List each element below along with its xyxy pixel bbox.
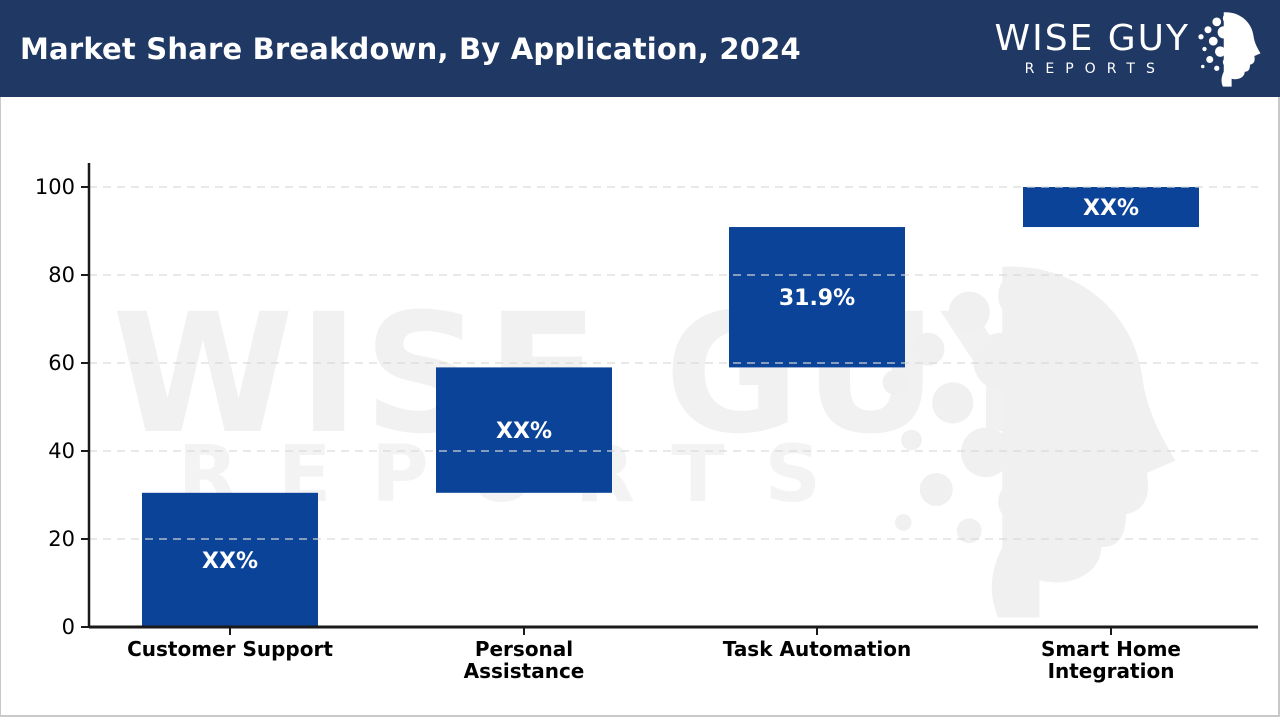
y-tick-label-60: 60: [48, 351, 75, 375]
x-tick-label-task-automation: Task Automation: [723, 637, 911, 661]
bar-smart-home-integration: [1023, 187, 1199, 228]
header: Market Share Breakdown, By Application, …: [0, 0, 1280, 97]
right-border-line: [1278, 97, 1280, 717]
bar-value-label-smart-home-integration: XX%: [1083, 196, 1139, 221]
logo-head-icon: [1198, 11, 1261, 87]
y-tick-label-80: 80: [48, 263, 75, 287]
logo-wise-guy-label: WISE GUY: [994, 17, 1190, 59]
x-tick-label-smart-home-integration: Smart Home Integration: [1041, 637, 1181, 683]
bar-value-label-personal-assistance: XX%: [496, 419, 552, 444]
waterfall-chart: XX% XX% 31.9% XX% 0 20 40 60 80 100 Customer Suppo…: [35, 163, 1258, 683]
logo-reports-label: REPORTS: [1024, 60, 1166, 77]
bottom-border-line: [0, 715, 1280, 717]
x-tick-label-personal-assistance: Personal Assistance: [464, 637, 585, 683]
bar-value-label-task-automation: 31.9%: [779, 286, 855, 311]
logo-text: WISE GUY REPORTS: [994, 17, 1191, 77]
bar-customer-support: [142, 492, 318, 627]
left-border-line: [0, 97, 1, 717]
y-tick-label-20: 20: [48, 527, 75, 551]
logo: WISE GUY REPORTS: [995, 8, 1280, 90]
x-tick-label-customer-support: Customer Support: [127, 637, 333, 661]
page-title: Market Share Breakdown, By Application, …: [20, 31, 801, 66]
y-tick-label-0: 0: [62, 615, 75, 639]
y-tick-label-40: 40: [48, 439, 75, 463]
bar-personal-assistance: [436, 367, 612, 493]
bar-value-label-customer-support: XX%: [202, 549, 258, 574]
bar-task-automation: [729, 227, 905, 368]
y-tick-label-100: 100: [35, 175, 75, 199]
